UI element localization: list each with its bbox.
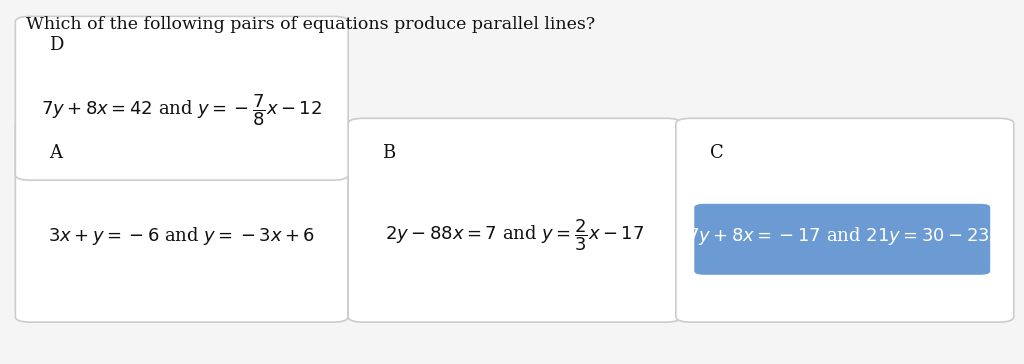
FancyBboxPatch shape (694, 204, 990, 275)
FancyBboxPatch shape (676, 118, 1014, 322)
FancyBboxPatch shape (15, 118, 348, 322)
Text: D: D (49, 36, 63, 54)
Text: A: A (49, 144, 62, 162)
FancyBboxPatch shape (348, 118, 681, 322)
Text: B: B (382, 144, 395, 162)
Text: $3x + y = -6$ and $y = -3x + 6$: $3x + y = -6$ and $y = -3x + 6$ (48, 225, 315, 247)
FancyBboxPatch shape (15, 16, 348, 180)
Text: Which of the following pairs of equations produce parallel lines?: Which of the following pairs of equation… (26, 16, 595, 33)
Text: $7y + 8x = -17$ and $21y = 30 - 23x$: $7y + 8x = -17$ and $21y = 30 - 23x$ (687, 225, 1002, 247)
Text: $7y + 8x = 42$ and $y = -\dfrac{7}{8}x - 12$: $7y + 8x = 42$ and $y = -\dfrac{7}{8}x -… (41, 93, 323, 128)
Text: C: C (710, 144, 723, 162)
Text: $2y - 88x = 7$ and $y = \dfrac{2}{3}x - 17$: $2y - 88x = 7$ and $y = \dfrac{2}{3}x - … (385, 218, 644, 253)
